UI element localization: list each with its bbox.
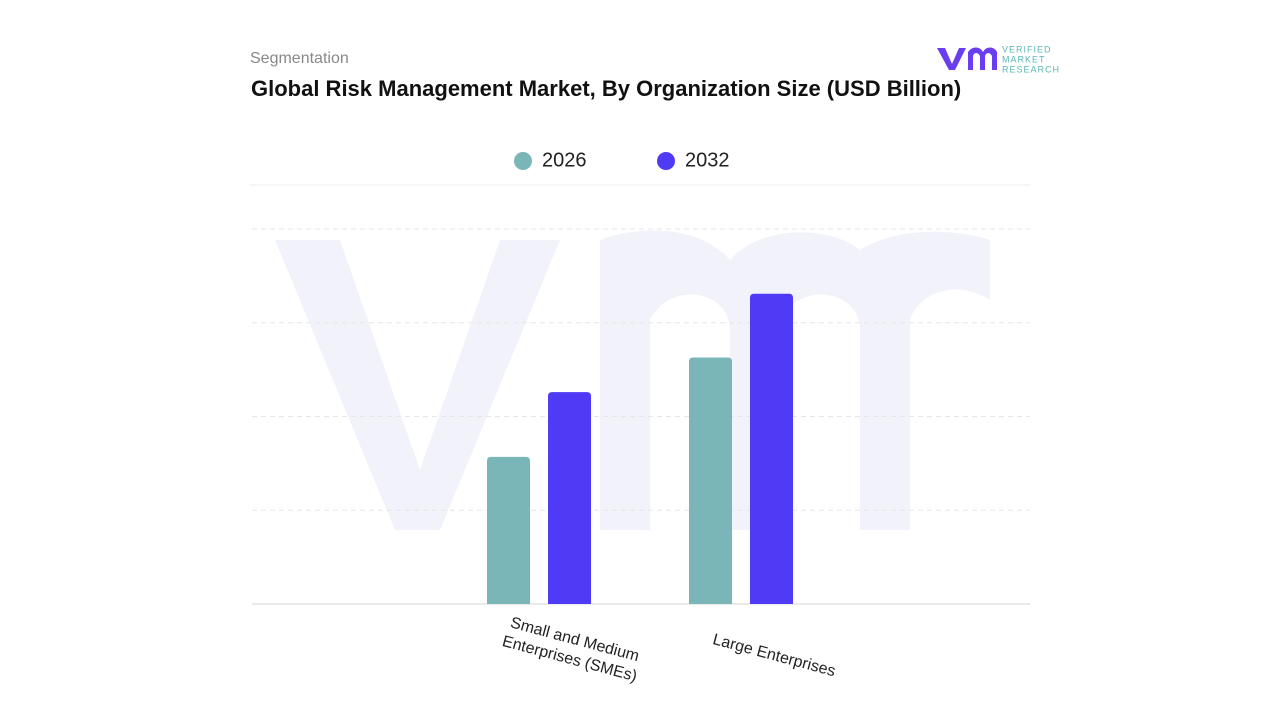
legend-label: 2032 — [685, 149, 730, 171]
logo-mark — [937, 47, 997, 70]
bar — [689, 357, 732, 604]
brand-text: RESEARCH — [1002, 64, 1060, 74]
bar — [487, 456, 530, 604]
chart-title: Global Risk Management Market, By Organi… — [251, 76, 962, 101]
brand-text: VERIFIED — [1002, 44, 1052, 54]
legend-swatch — [657, 152, 675, 170]
kicker: Segmentation — [250, 50, 349, 67]
bar — [548, 392, 591, 604]
x-tick-label: Large Enterprises — [711, 631, 837, 680]
watermark — [275, 230, 990, 530]
brand-text: MARKET — [1002, 54, 1046, 64]
x-tick-label: Small and MediumEnterprises (SMEs) — [500, 614, 644, 686]
legend-label: 2026 — [542, 149, 587, 171]
bar — [750, 293, 793, 604]
legend-swatch — [514, 152, 532, 170]
